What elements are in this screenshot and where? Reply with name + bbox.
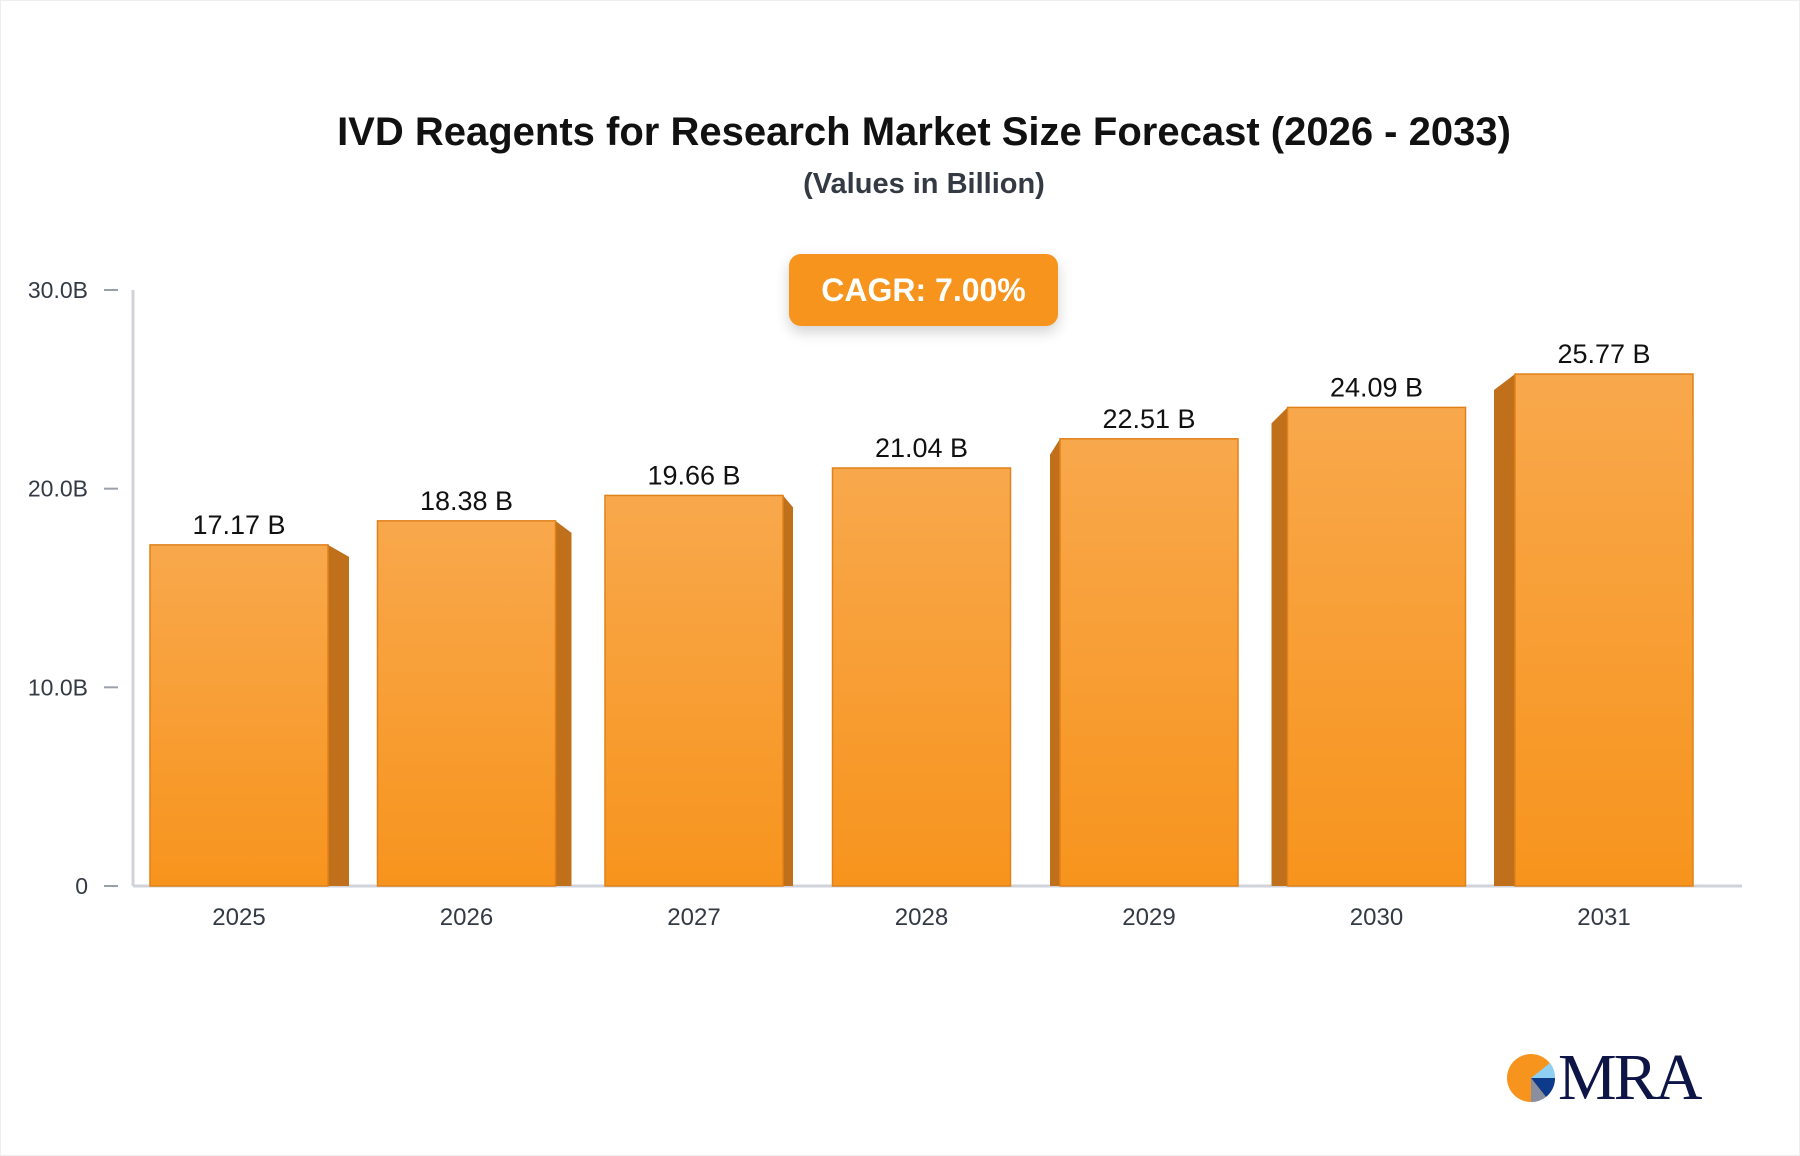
data-label: 19.66 B [647, 460, 740, 490]
data-label: 21.04 B [875, 433, 968, 463]
bar-side [1494, 374, 1515, 886]
bar [1514, 373, 1694, 887]
x-tick-label: 2030 [1350, 904, 1403, 931]
bar-side [1271, 407, 1288, 886]
bar [149, 544, 329, 887]
bar-side [555, 520, 572, 886]
bar [604, 494, 784, 887]
x-tick-label: 2028 [895, 904, 948, 931]
mra-logo: MRA [1506, 1040, 1702, 1116]
y-tick-label: 20.0B [28, 476, 88, 502]
y-tick-label: 10.0B [28, 674, 88, 700]
bar [1059, 438, 1239, 887]
y-tick-label: 30.0B [28, 277, 88, 303]
x-tick-label: 2025 [212, 904, 265, 931]
data-label: 25.77 B [1557, 339, 1650, 369]
bar [831, 467, 1012, 887]
bar-side [1050, 438, 1060, 886]
x-tick-label: 2029 [1122, 904, 1175, 931]
data-label: 22.51 B [1102, 404, 1195, 434]
logo-text: MRA [1558, 1041, 1702, 1114]
x-tick-label: 2026 [440, 904, 493, 931]
data-label: 24.09 B [1330, 372, 1423, 402]
bar-side [783, 495, 793, 886]
data-label: 17.17 B [192, 510, 285, 540]
bar [1286, 406, 1467, 887]
pie-logo-icon [1507, 1054, 1556, 1103]
data-label: 18.38 B [420, 486, 513, 516]
cagr-badge: CAGR: 7.00% [789, 254, 1058, 326]
y-tick-label: 0 [75, 873, 88, 899]
chart-title: IVD Reagents for Research Market Size Fo… [337, 110, 1511, 154]
bar [376, 520, 557, 887]
chart-subtitle: (Values in Billion) [803, 168, 1045, 200]
x-tick-label: 2027 [667, 904, 720, 931]
bar-side [328, 544, 349, 886]
x-tick-label: 2031 [1577, 904, 1630, 931]
